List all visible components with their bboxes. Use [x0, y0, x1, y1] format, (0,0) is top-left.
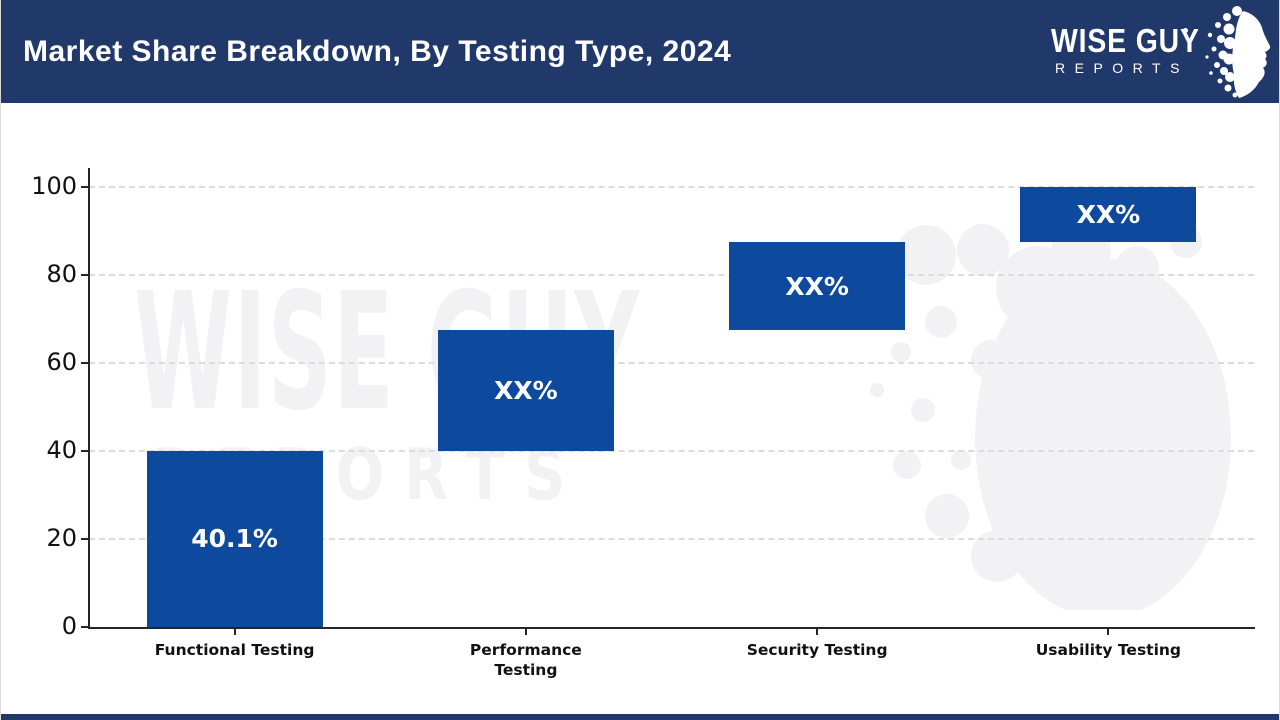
y-axis-tick-label: 20 — [46, 524, 77, 552]
y-axis-tick — [81, 186, 89, 188]
dotted-head-profile-watermark — [870, 222, 1231, 610]
gridline — [89, 538, 1254, 540]
gridline — [89, 362, 1254, 364]
brand-logo: WISE GUY REPORTS — [1023, 0, 1273, 103]
y-axis-tick — [81, 538, 89, 540]
brand-logo-dot — [1183, 28, 1188, 33]
x-axis-category-label: Performance Testing — [469, 641, 582, 679]
footer-bar — [1, 714, 1279, 720]
bar-functional-testing: 40.1% — [146, 450, 323, 627]
bar-performance-testing: XX% — [437, 330, 614, 451]
x-axis-tick — [816, 629, 819, 635]
x-axis-tick — [233, 629, 236, 635]
y-axis-tick-label: 80 — [46, 260, 77, 288]
x-axis-category-label: Usability Testing — [1035, 641, 1182, 659]
header-bar: Market Share Breakdown, By Testing Type,… — [1, 0, 1279, 103]
bar-security-testing: XX% — [729, 242, 906, 330]
x-axis-tick — [524, 629, 527, 635]
page-title: Market Share Breakdown, By Testing Type,… — [23, 34, 732, 68]
bar-value-label: XX% — [1076, 200, 1141, 229]
y-axis-tick-label: 100 — [31, 172, 77, 200]
gridline — [89, 450, 1254, 452]
x-axis-tick — [1107, 629, 1110, 635]
gridline — [89, 186, 1254, 188]
x-axis-category-label: Functional Testing — [154, 641, 315, 659]
y-axis-tick — [81, 450, 89, 452]
y-axis-tick — [81, 274, 89, 276]
y-axis-tick-label: 40 — [46, 436, 77, 464]
brand-logo-wordmark: WISE GUY — [1051, 22, 1200, 59]
y-axis-line — [88, 168, 90, 629]
bar-value-label: XX% — [785, 271, 849, 301]
y-axis-tick — [81, 626, 89, 628]
y-axis-tick — [81, 362, 89, 364]
bar-usability-testing: XX% — [1020, 187, 1197, 242]
y-axis-tick-label: 0 — [61, 612, 77, 640]
x-axis-line — [88, 627, 1255, 629]
dotted-head-profile-icon — [1205, 6, 1271, 98]
plot-area: 0 20 40 60 80 100 40.1% Functional Testing XX% Pe… — [1, 103, 1279, 714]
bar-value-label: XX% — [494, 375, 558, 405]
y-axis-tick-label: 60 — [46, 348, 77, 376]
x-axis-category-label: Security Testing — [746, 641, 888, 659]
brand-logo-subtitle: REPORTS — [1055, 60, 1189, 76]
gridline — [89, 274, 1254, 276]
bar-value-label: 40.1% — [191, 524, 278, 554]
